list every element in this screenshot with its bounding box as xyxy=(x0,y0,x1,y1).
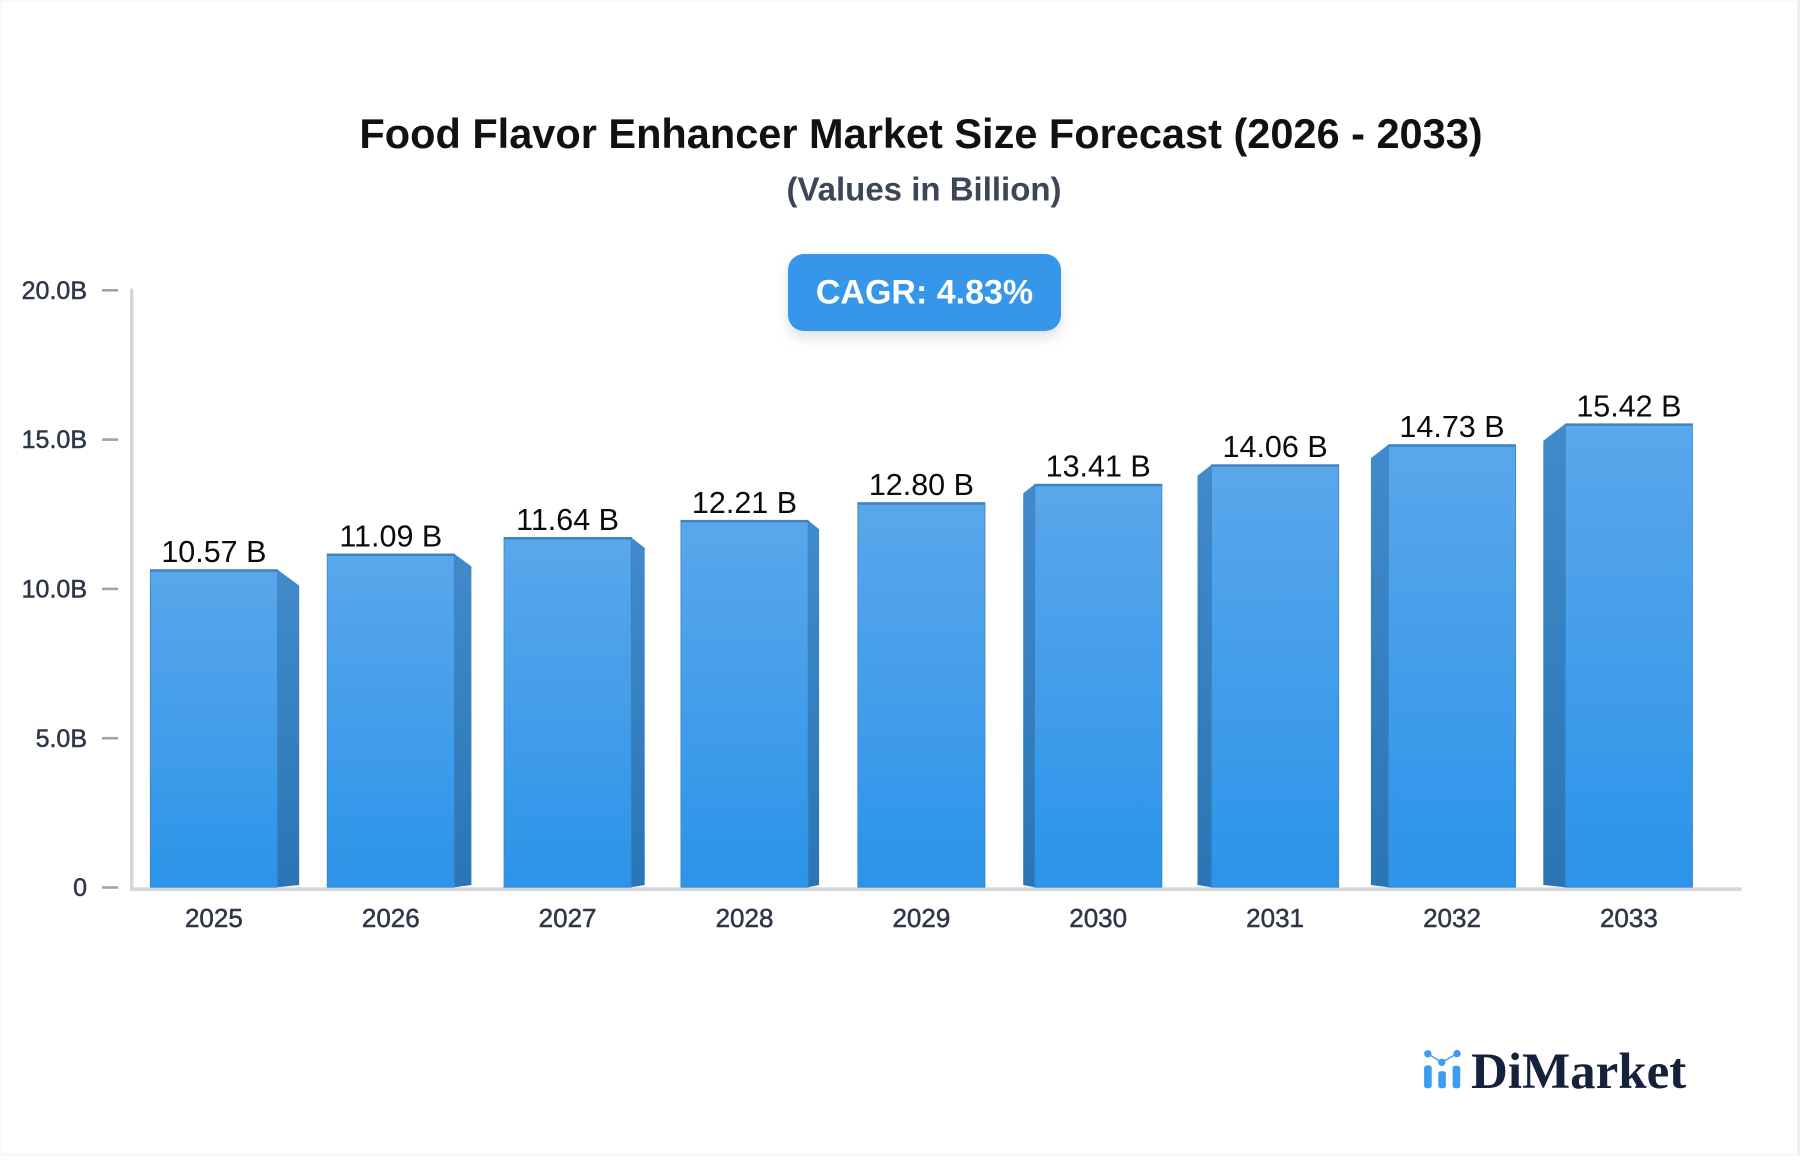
svg-text:11.64 B: 11.64 B xyxy=(516,503,619,537)
svg-text:14.73 B: 14.73 B xyxy=(1399,410,1504,444)
svg-text:12.80 B: 12.80 B xyxy=(869,468,974,502)
svg-text:2029: 2029 xyxy=(892,903,950,933)
svg-text:2028: 2028 xyxy=(716,903,774,933)
svg-text:Food Flavor Enhancer Market Si: Food Flavor Enhancer Market Size Forecas… xyxy=(359,110,1482,157)
svg-text:11.09 B: 11.09 B xyxy=(339,519,442,553)
svg-text:2025: 2025 xyxy=(185,903,243,933)
svg-text:10.57 B: 10.57 B xyxy=(161,535,266,569)
svg-text:12.21 B: 12.21 B xyxy=(692,486,797,520)
svg-text:DiMarket: DiMarket xyxy=(1471,1044,1686,1100)
svg-text:2030: 2030 xyxy=(1069,903,1127,933)
svg-text:13.41 B: 13.41 B xyxy=(1046,450,1151,484)
svg-text:15.0B: 15.0B xyxy=(22,426,87,454)
svg-text:2026: 2026 xyxy=(362,903,420,933)
svg-text:20.0B: 20.0B xyxy=(22,277,87,305)
svg-text:(Values in Billion): (Values in Billion) xyxy=(786,171,1061,208)
svg-text:2032: 2032 xyxy=(1423,903,1481,933)
svg-text:10.0B: 10.0B xyxy=(22,576,87,604)
svg-text:2033: 2033 xyxy=(1600,903,1658,933)
svg-text:2027: 2027 xyxy=(539,903,597,933)
svg-text:2031: 2031 xyxy=(1246,903,1304,933)
svg-text:5.0B: 5.0B xyxy=(36,725,87,753)
svg-text:CAGR: 4.83%: CAGR: 4.83% xyxy=(816,274,1033,312)
svg-text:0: 0 xyxy=(73,874,87,902)
svg-text:14.06 B: 14.06 B xyxy=(1223,430,1328,464)
svg-text:15.42 B: 15.42 B xyxy=(1576,389,1681,423)
